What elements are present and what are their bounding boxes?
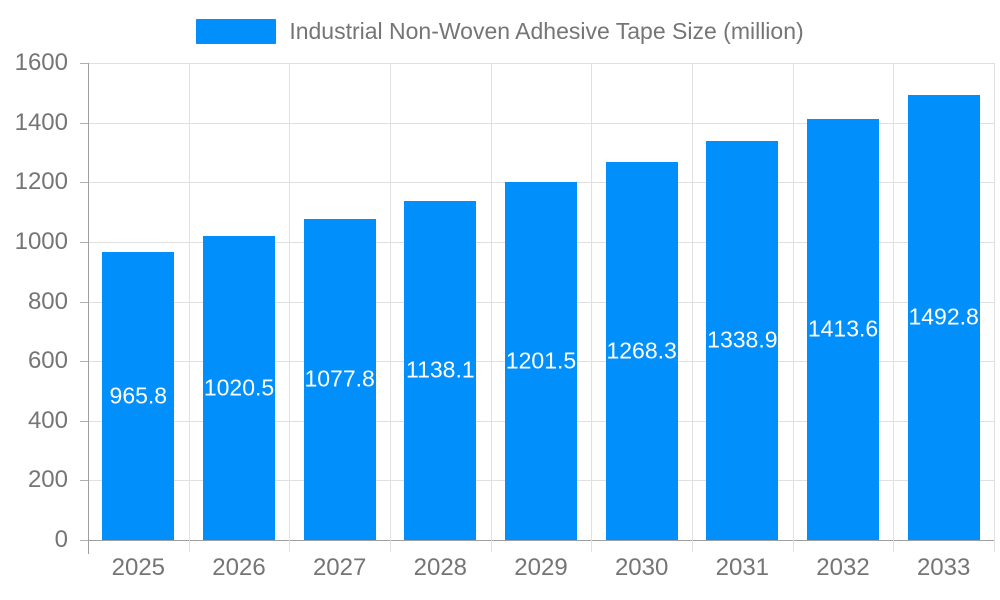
y-axis-tick-label: 1000: [14, 227, 68, 255]
x-axis-tick-label: 2025: [111, 554, 166, 581]
bar-2028[interactable]: [404, 200, 477, 540]
bar-value-label: 1020.5: [203, 374, 275, 401]
y-axis-tick: [80, 241, 88, 243]
vertical-gridline: [692, 63, 693, 540]
x-axis-tick: [692, 540, 693, 552]
y-axis-tick: [80, 182, 88, 184]
legend-series-label: Industrial Non-Woven Adhesive Tape Size …: [289, 18, 804, 44]
x-axis-tick: [390, 540, 391, 552]
x-axis-line: [88, 540, 994, 541]
y-axis-tick-label: 400: [27, 406, 68, 434]
bar-2033[interactable]: [907, 94, 980, 540]
bar-2026[interactable]: [203, 235, 275, 540]
bar-value-label: 1077.8: [304, 365, 375, 392]
bar-2029[interactable]: [505, 181, 577, 540]
y-axis-tick: [80, 361, 88, 363]
y-axis-tick: [80, 420, 88, 422]
y-axis-tick-label: 800: [27, 287, 68, 315]
bar-value-label: 1201.5: [505, 347, 577, 374]
plot-area: 965.8 1020.5 1077.8 1138.1 1201.5 1268.3 1338.…: [88, 63, 995, 554]
x-axis-tick-label: 2029: [514, 554, 568, 581]
x-axis-tick: [994, 540, 995, 552]
bar-value-label: 965.8: [109, 382, 168, 409]
y-axis-tick-label: 1200: [14, 168, 68, 196]
y-axis-tick-label: 0: [54, 526, 68, 553]
x-axis-tick-label: 2033: [916, 554, 971, 581]
bar-value-label: 1492.8: [908, 303, 979, 330]
bar-2027[interactable]: [303, 218, 376, 540]
y-axis-tick: [80, 122, 88, 124]
vertical-gridline: [994, 63, 995, 540]
bar-2025[interactable]: [102, 252, 175, 540]
vertical-gridline: [289, 63, 291, 540]
legend-swatch-icon: [196, 19, 277, 44]
y-axis-tick-label: 1600: [14, 49, 68, 76]
horizontal-gridline: [88, 63, 994, 64]
vertical-gridline: [490, 63, 492, 540]
x-axis-tick: [893, 540, 895, 552]
bar-2030[interactable]: [605, 161, 678, 540]
y-axis-line: [88, 63, 89, 554]
y-axis-tick: [80, 540, 88, 541]
x-axis-tick-label: 2027: [312, 554, 367, 581]
vertical-gridline: [893, 63, 895, 540]
x-axis-tick: [289, 540, 291, 552]
y-axis-tick: [80, 301, 88, 303]
legend-item[interactable]: Industrial Non-Woven Adhesive Tape Size …: [196, 18, 804, 45]
x-axis-tick-label: 2032: [816, 554, 870, 581]
vertical-gridline: [390, 63, 391, 540]
chart-legend: Industrial Non-Woven Adhesive Tape Size …: [0, 18, 1000, 45]
x-axis-tick-label: 2031: [715, 554, 770, 581]
y-axis-tick-label: 1400: [14, 108, 68, 136]
x-axis-tick: [490, 540, 492, 552]
bar-2031[interactable]: [706, 140, 779, 540]
x-axis-tick-label: 2028: [413, 554, 468, 581]
y-axis-tick: [80, 480, 88, 482]
vertical-gridline: [188, 63, 190, 540]
vertical-gridline: [792, 63, 794, 540]
x-axis-tick: [188, 540, 190, 552]
x-axis-tick-label: 2026: [212, 554, 266, 581]
bar-2032[interactable]: [807, 118, 879, 540]
vertical-gridline: [591, 63, 593, 540]
bar-value-label: 1138.1: [406, 356, 475, 383]
y-axis-tick-label: 600: [27, 347, 68, 375]
bar-value-label: 1338.9: [707, 326, 778, 353]
y-axis-tick-label: 200: [27, 466, 68, 494]
x-axis-tick: [792, 540, 794, 552]
x-axis-tick: [591, 540, 593, 552]
y-axis-tick: [80, 63, 88, 64]
bar-value-label: 1268.3: [606, 337, 677, 364]
horizontal-gridline: [88, 122, 994, 124]
x-axis-tick-label: 2030: [614, 554, 669, 581]
bar-value-label: 1413.6: [807, 315, 879, 342]
